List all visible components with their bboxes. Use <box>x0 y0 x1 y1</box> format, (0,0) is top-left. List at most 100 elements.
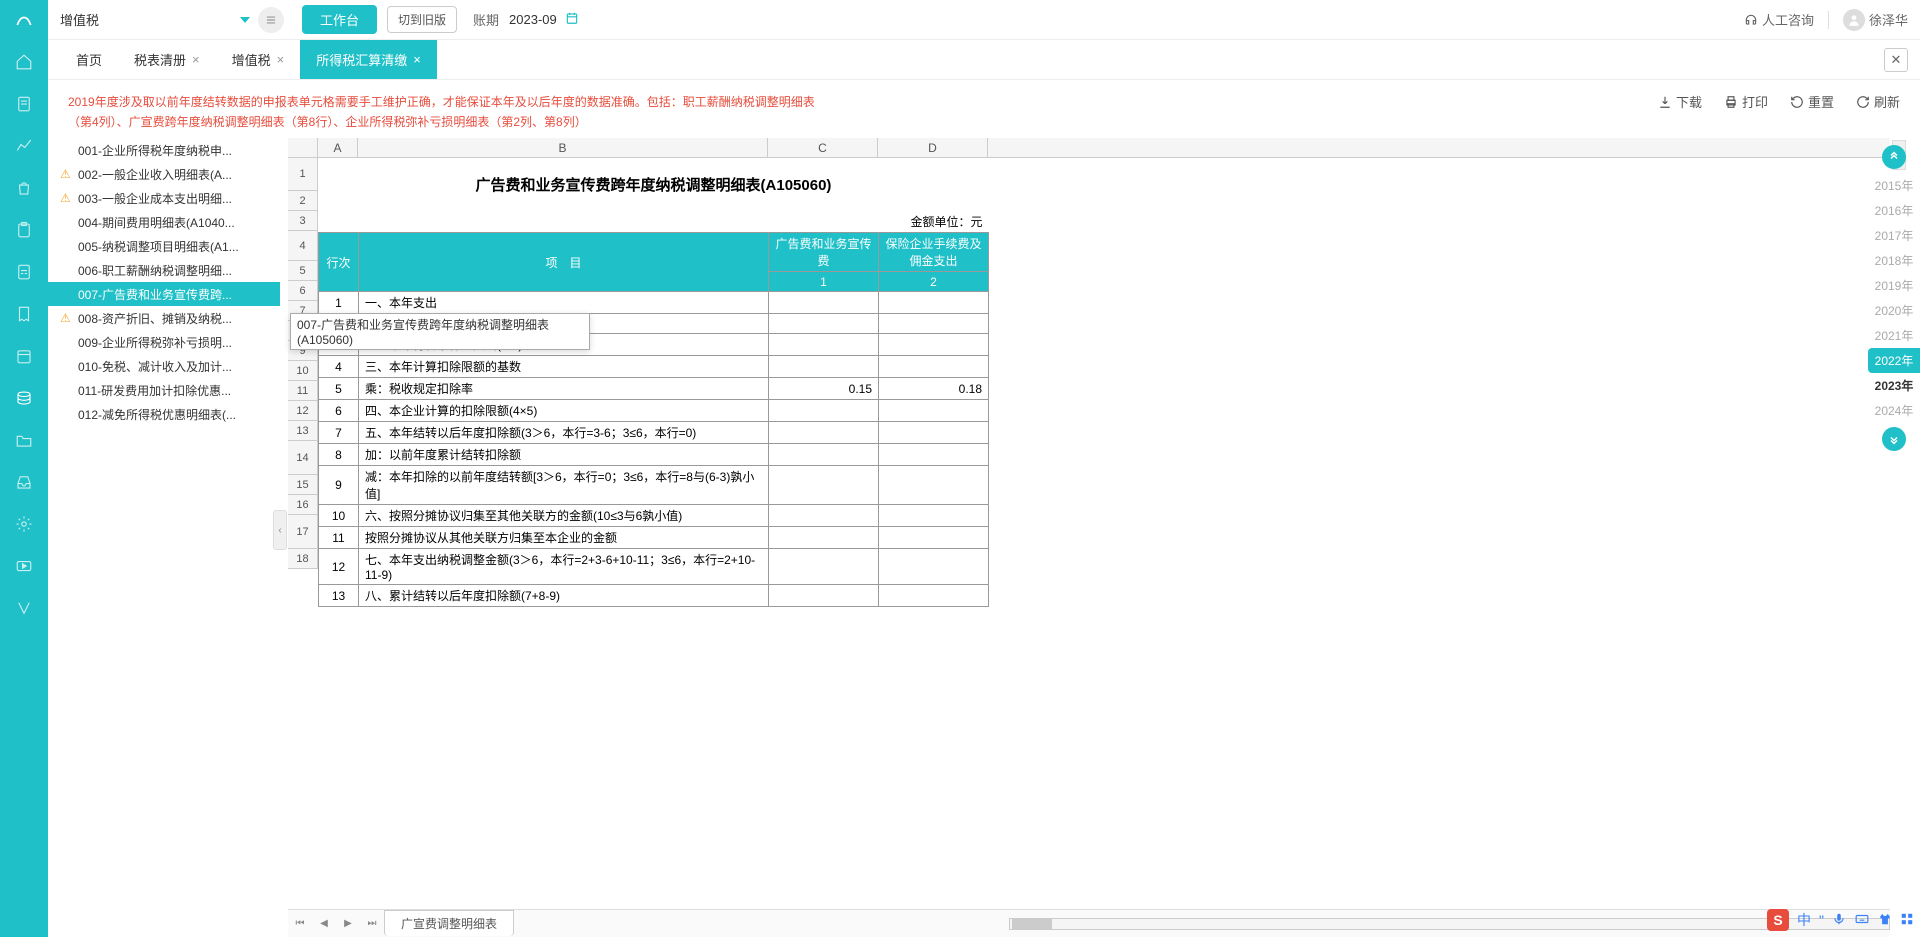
folder-icon[interactable] <box>14 430 34 450</box>
calc-icon[interactable] <box>14 262 34 282</box>
calendar-icon[interactable] <box>14 346 34 366</box>
warning-text: 2019年度涉及取以前年度结转数据的申报表单元格需要手工维护正确，才能保证本年及… <box>68 92 828 133</box>
sidebar-collapse-handle[interactable]: ‹ <box>273 510 287 550</box>
sheet-nav-last[interactable]: ⏭ <box>360 911 384 937</box>
ime-skin-icon[interactable] <box>1878 912 1892 929</box>
ime-lang-button[interactable]: 中 <box>1797 910 1811 930</box>
row-headers: 123456789101112131415161718 <box>288 158 318 569</box>
year-2019年[interactable]: 2019年 <box>1868 273 1920 298</box>
sheet-nav-first[interactable]: ⏮ <box>288 911 312 937</box>
clipboard-icon[interactable] <box>14 220 34 240</box>
form-list-item-3[interactable]: 004-期间费用明细表(A1040... <box>48 210 280 234</box>
row-header-10[interactable]: 10 <box>288 361 317 381</box>
logo-icon[interactable] <box>14 10 34 30</box>
tray-icon[interactable] <box>14 472 34 492</box>
ime-punct-icon[interactable]: " <box>1819 912 1824 928</box>
row-header-1[interactable]: 1 <box>288 158 317 191</box>
year-2020年[interactable]: 2020年 <box>1868 298 1920 323</box>
ime-logo-icon[interactable]: S <box>1767 909 1789 931</box>
form-list-item-9[interactable]: 010-免税、减计收入及加计... <box>48 354 280 378</box>
spreadsheet-grid[interactable]: 广告费和业务宣传费跨年度纳税调整明细表(A105060)金额单位：元 行次 项 … <box>318 158 989 607</box>
consult-button[interactable]: 人工咨询 <box>1744 10 1814 29</box>
stack-icon[interactable] <box>14 388 34 408</box>
row-header-6[interactable]: 6 <box>288 281 317 301</box>
row-header-13[interactable]: 13 <box>288 421 317 441</box>
reset-button[interactable]: 重置 <box>1790 92 1834 111</box>
receipt-icon[interactable] <box>14 304 34 324</box>
col-header-B[interactable]: B <box>358 138 768 157</box>
year-2017年[interactable]: 2017年 <box>1868 223 1920 248</box>
ime-keyboard-icon[interactable] <box>1854 912 1870 929</box>
form-list-item-1[interactable]: ⚠002-一般企业收入明细表(A... <box>48 162 280 186</box>
gear-icon[interactable] <box>14 514 34 534</box>
tab-close-icon[interactable]: × <box>192 52 200 67</box>
row-header-11[interactable]: 11 <box>288 381 317 401</box>
print-label: 打印 <box>1742 92 1768 111</box>
video-icon[interactable] <box>14 556 34 576</box>
row-header-16[interactable]: 16 <box>288 495 317 515</box>
horizontal-scrollbar[interactable] <box>1009 918 1890 930</box>
old-version-button[interactable]: 切到旧版 <box>387 6 457 33</box>
form-list-item-0[interactable]: 001-企业所得税年度纳税申... <box>48 138 280 162</box>
tab-0[interactable]: 首页 <box>60 40 118 79</box>
tabs-bar: 首页税表清册×增值税×所得税汇算清缴× ✕ <box>48 40 1920 80</box>
tab-close-icon[interactable]: × <box>413 52 421 67</box>
form-list-item-7[interactable]: ⚠008-资产折旧、摊销及纳税... <box>48 306 280 330</box>
close-all-tabs-button[interactable]: ✕ <box>1884 48 1908 72</box>
refresh-button[interactable]: 刷新 <box>1856 92 1900 111</box>
row-header-14[interactable]: 14 <box>288 441 317 475</box>
col-header-D[interactable]: D <box>878 138 988 157</box>
workspace-button[interactable]: 工作台 <box>302 5 377 34</box>
tax-type-dropdown[interactable]: 增值税 <box>60 10 250 29</box>
sheet-nav-prev[interactable]: ◀ <box>312 911 336 937</box>
ime-tools-icon[interactable] <box>1900 912 1914 929</box>
row-header-4[interactable]: 4 <box>288 231 317 261</box>
row-header-2[interactable]: 2 <box>288 191 317 211</box>
scrollbar-thumb[interactable] <box>1012 919 1052 929</box>
row-header-12[interactable]: 12 <box>288 401 317 421</box>
user-menu[interactable]: 徐泽华 <box>1843 9 1908 31</box>
row-header-5[interactable]: 5 <box>288 261 317 281</box>
sheet-select-all[interactable] <box>288 138 318 158</box>
form-list-item-11[interactable]: 012-减免所得税优惠明细表(... <box>48 402 280 426</box>
row-header-18[interactable]: 18 <box>288 549 317 569</box>
sheet-nav-next[interactable]: ▶ <box>336 911 360 937</box>
home-icon[interactable] <box>14 52 34 72</box>
refresh-label: 刷新 <box>1874 92 1900 111</box>
calendar-picker-icon[interactable] <box>565 11 579 28</box>
col-header-A[interactable]: A <box>318 138 358 157</box>
chart-icon[interactable] <box>14 136 34 156</box>
tab-2[interactable]: 增值税× <box>216 40 301 79</box>
ime-mic-icon[interactable] <box>1832 912 1846 929</box>
year-scroll-up-button[interactable] <box>1882 145 1906 169</box>
year-2023年[interactable]: 2023年 <box>1868 373 1920 398</box>
year-2022年[interactable]: 2022年 <box>1868 348 1920 373</box>
year-2021年[interactable]: 2021年 <box>1868 323 1920 348</box>
year-2015年[interactable]: 2015年 <box>1868 173 1920 198</box>
row-header-15[interactable]: 15 <box>288 475 317 495</box>
form-list-item-4[interactable]: 005-纳税调整项目明细表(A1... <box>48 234 280 258</box>
form-list-item-5[interactable]: 006-职工薪酬纳税调整明细... <box>48 258 280 282</box>
form-list-item-2[interactable]: ⚠003-一般企业成本支出明细... <box>48 186 280 210</box>
v-icon[interactable] <box>14 598 34 618</box>
sheet-tab[interactable]: 广宣费调整明细表 <box>384 910 514 936</box>
doc-icon[interactable] <box>14 94 34 114</box>
bag-icon[interactable] <box>14 178 34 198</box>
year-scroll-down-button[interactable] <box>1882 427 1906 451</box>
year-2024年[interactable]: 2024年 <box>1868 398 1920 423</box>
tab-3[interactable]: 所得税汇算清缴× <box>300 40 437 79</box>
year-2016年[interactable]: 2016年 <box>1868 198 1920 223</box>
print-button[interactable]: 打印 <box>1724 92 1768 111</box>
tab-1[interactable]: 税表清册× <box>118 40 216 79</box>
tab-close-icon[interactable]: × <box>277 52 285 67</box>
row-header-17[interactable]: 17 <box>288 515 317 549</box>
row-header-3[interactable]: 3 <box>288 211 317 231</box>
col-header-C[interactable]: C <box>768 138 878 157</box>
cell-tooltip: 007-广告费和业务宣传费跨年度纳税调整明细表(A105060) <box>290 313 590 350</box>
form-list-item-6[interactable]: 007-广告费和业务宣传费跨... <box>48 282 280 306</box>
form-list-item-10[interactable]: 011-研发费用加计扣除优惠... <box>48 378 280 402</box>
form-list-item-8[interactable]: 009-企业所得税弥补亏损明... <box>48 330 280 354</box>
download-button[interactable]: 下载 <box>1658 92 1702 111</box>
round-menu-button[interactable] <box>258 7 284 33</box>
year-2018年[interactable]: 2018年 <box>1868 248 1920 273</box>
